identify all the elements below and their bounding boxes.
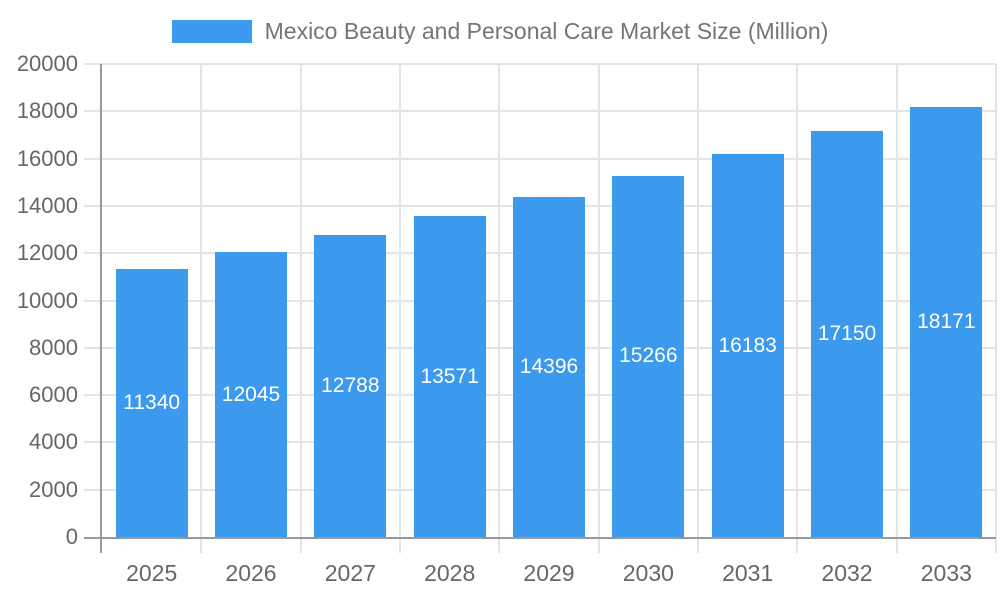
chart-title: Mexico Beauty and Personal Care Market S… — [264, 18, 829, 44]
y-axis-tick — [84, 110, 102, 113]
y-axis-label: 12000 — [16, 240, 78, 266]
x-axis-label: 2025 — [126, 560, 178, 586]
gridline-vertical — [299, 64, 302, 537]
gridline-vertical — [498, 64, 501, 537]
x-axis-tick — [200, 539, 203, 553]
x-axis-label: 2027 — [324, 560, 376, 586]
x-axis-label: 2029 — [523, 560, 575, 586]
gridline-vertical — [399, 64, 401, 537]
y-axis-label: 20000 — [16, 51, 78, 76]
y-axis-label: 4000 — [29, 429, 78, 455]
x-axis-tick — [498, 539, 501, 553]
x-axis-tick — [299, 539, 302, 553]
x-axis-label: 2033 — [920, 560, 972, 586]
bar-value-label: 17150 — [817, 322, 877, 346]
bar-value-label: 18171 — [917, 310, 976, 334]
x-axis-label: 2032 — [821, 560, 873, 586]
legend-swatch — [171, 20, 252, 43]
bar — [115, 268, 188, 537]
bar — [811, 131, 883, 537]
x-axis-tick — [796, 539, 799, 553]
chart-legend: Mexico Beauty and Personal Care Market S… — [0, 19, 1000, 44]
gridline-horizontal — [102, 157, 996, 160]
gridline-vertical — [995, 64, 997, 537]
gridline-vertical — [796, 64, 799, 537]
y-axis-label: 2000 — [29, 476, 78, 502]
x-axis-label: 2031 — [722, 560, 774, 586]
bar — [612, 175, 685, 537]
y-axis-tick — [84, 488, 102, 491]
x-axis-tick — [895, 539, 898, 553]
x-axis-tick — [697, 539, 699, 553]
y-axis-label: 10000 — [16, 287, 78, 313]
x-axis-tick — [399, 539, 401, 553]
x-axis-tick — [597, 539, 600, 553]
y-axis-tick — [84, 157, 102, 160]
y-axis-label: 18000 — [16, 98, 78, 124]
y-axis-label: 8000 — [29, 334, 78, 360]
y-axis-tick — [84, 63, 102, 65]
y-axis-tick — [84, 299, 102, 302]
x-axis-label: 2026 — [225, 560, 277, 586]
y-axis-tick — [84, 204, 102, 207]
y-axis-tick — [84, 346, 102, 349]
y-axis-tick — [84, 252, 102, 255]
bar — [910, 107, 983, 537]
bar-value-label: 16183 — [718, 333, 777, 357]
x-axis-label: 2030 — [622, 560, 674, 586]
bar — [711, 154, 784, 537]
y-axis-line — [100, 64, 102, 553]
gridline-vertical — [200, 64, 203, 537]
gridline-vertical — [597, 64, 600, 537]
bar-value-label: 15266 — [619, 344, 678, 368]
bar-value-label: 13571 — [420, 364, 479, 388]
x-axis-line — [84, 537, 996, 539]
gridline-vertical — [895, 64, 898, 537]
bar — [513, 196, 585, 537]
bar — [215, 252, 287, 537]
gridline-horizontal — [102, 110, 996, 113]
bar-value-label: 14396 — [519, 354, 579, 378]
x-axis-tick — [995, 539, 997, 553]
bar — [413, 216, 486, 537]
bar-value-label: 12788 — [321, 373, 380, 397]
y-axis-label: 14000 — [16, 192, 78, 218]
bar-value-label: 11340 — [123, 390, 181, 414]
gridline-vertical — [697, 64, 699, 537]
bar — [314, 234, 387, 537]
y-axis-label: 0 — [65, 524, 78, 549]
y-axis-label: 16000 — [16, 145, 78, 171]
y-axis-tick — [84, 441, 102, 444]
y-axis-label: 6000 — [29, 382, 78, 408]
gridline-horizontal — [102, 63, 996, 65]
bar-value-label: 12045 — [221, 382, 281, 406]
x-axis-label: 2028 — [424, 560, 476, 586]
y-axis-tick — [84, 394, 102, 397]
